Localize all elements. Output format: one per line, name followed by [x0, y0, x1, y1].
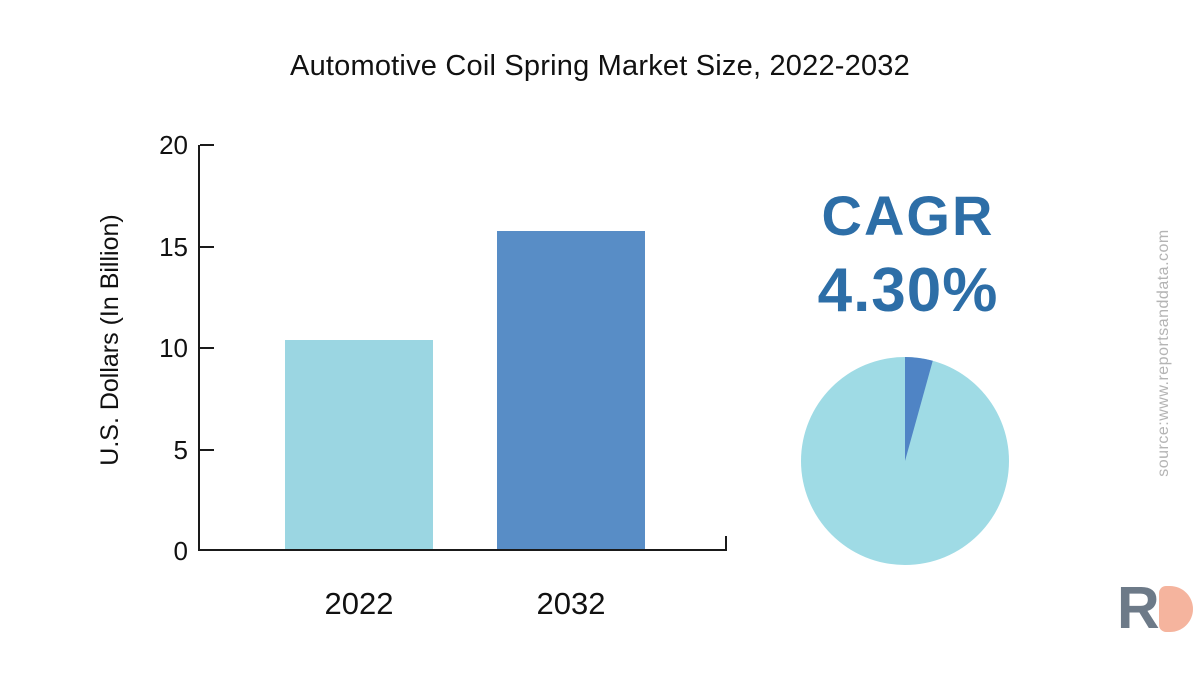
x-axis-end-tick: [725, 536, 727, 549]
y-axis-tick: [200, 144, 214, 146]
cagr-value: 4.30%: [817, 256, 999, 325]
plot-area: [198, 144, 727, 551]
cagr-label: CAGR: [821, 184, 995, 247]
y-tick-label: 5: [173, 434, 188, 465]
cagr-pie-chart: [801, 357, 1009, 565]
y-tick-label: 0: [173, 536, 188, 566]
y-axis-title: U.S. Dollars (In Billion): [96, 214, 124, 466]
cagr-block: CAGR 4.30%: [793, 188, 1023, 322]
y-axis-tick: [200, 448, 214, 451]
bar-2022: [285, 340, 433, 549]
chart-title: Automotive Coil Spring Market Size, 2022…: [290, 50, 910, 82]
logo-d-mark: [1158, 586, 1193, 632]
bar-2032: [497, 231, 645, 549]
y-tick-label: 20: [159, 130, 188, 160]
source-attribution: source:www.reportsanddata.com: [1155, 229, 1172, 477]
pie-cagr-wedge: [905, 357, 933, 461]
y-axis-tick: [200, 245, 214, 248]
y-axis-tick: [200, 347, 214, 349]
reportsanddata-logo: R: [1117, 575, 1193, 641]
y-tick-label: 15: [159, 231, 188, 262]
x-label-2032: 2032: [536, 586, 606, 621]
y-tick-label: 10: [159, 333, 188, 363]
logo-letter-r: R: [1117, 575, 1160, 641]
x-label-2022: 2022: [324, 586, 394, 621]
